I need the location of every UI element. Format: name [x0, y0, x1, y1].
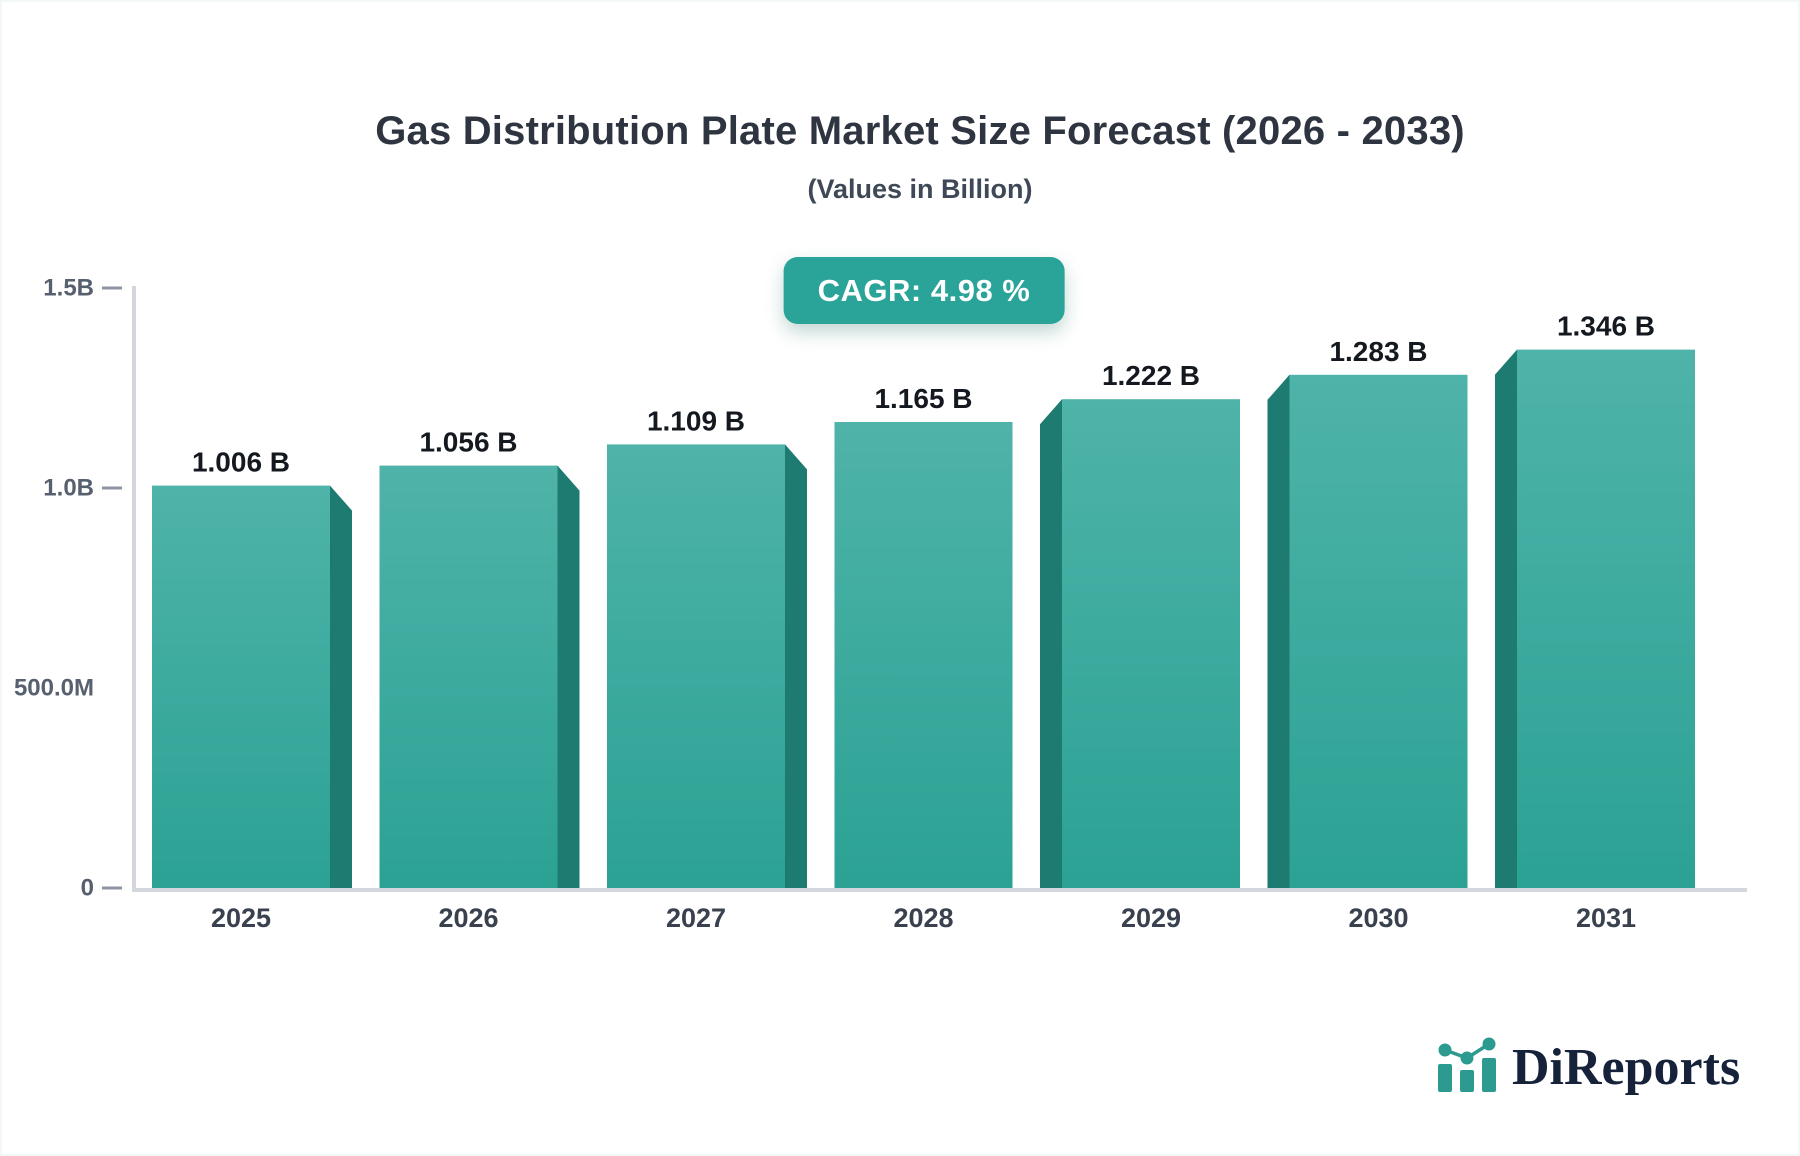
x-axis-line	[132, 888, 1747, 892]
cagr-badge: CAGR: 4.98 %	[783, 257, 1065, 324]
bar-side-2026	[557, 465, 580, 888]
y-axis-tick-label: 1.0B	[43, 475, 94, 502]
y-axis-tick-label: 500.0M	[14, 675, 94, 702]
x-axis-label-2030: 2030	[1348, 903, 1408, 933]
direports-logo-icon	[1438, 1037, 1496, 1092]
x-axis-label-2027: 2027	[666, 903, 726, 933]
y-axis-tick-label: 0	[81, 875, 94, 902]
bar-side-2025	[330, 485, 352, 888]
x-axis-label-2029: 2029	[1121, 903, 1181, 933]
x-axis-label-2031: 2031	[1576, 903, 1636, 933]
bar-value-label-2030: 1.283 B	[1329, 336, 1427, 367]
bar-2029	[1062, 399, 1240, 888]
logo-dot	[1460, 1051, 1474, 1065]
brand-logo: DiReports	[1430, 1036, 1740, 1094]
y-axis-tick-label: 1.5B	[43, 275, 94, 302]
y-tick-dash	[102, 886, 122, 890]
bar-2030	[1289, 374, 1468, 888]
bar-side-2031	[1495, 349, 1517, 889]
bar-2026	[379, 465, 558, 888]
bar-value-label-2025: 1.006 B	[192, 447, 290, 478]
bar-value-label-2027: 1.109 B	[647, 405, 745, 436]
bar-2025	[152, 485, 330, 888]
y-axis-line	[132, 286, 136, 892]
logo-bar	[1482, 1058, 1496, 1092]
bar-side-2030	[1267, 374, 1290, 888]
y-tick-dash	[102, 486, 122, 490]
x-axis-label-2025: 2025	[211, 903, 271, 933]
bar-2027	[607, 444, 785, 888]
logo-bar	[1460, 1070, 1474, 1092]
x-axis-label-2028: 2028	[893, 903, 953, 933]
bar-value-label-2031: 1.346 B	[1557, 311, 1655, 342]
bar-side-2027	[785, 444, 807, 888]
logo-dot	[1438, 1043, 1452, 1057]
bar-value-label-2026: 1.056 B	[419, 427, 517, 458]
chart-subtitle: (Values in Billion)	[807, 174, 1033, 204]
brand-name: DiReports	[1512, 1039, 1741, 1096]
logo-bar	[1438, 1064, 1452, 1092]
bar-side-2029	[1040, 399, 1062, 888]
bar-2028	[834, 422, 1013, 888]
bar-value-label-2028: 1.165 B	[874, 383, 972, 414]
bar-2031	[1517, 349, 1695, 889]
x-axis-label-2026: 2026	[438, 903, 498, 933]
bar-value-label-2029: 1.222 B	[1102, 360, 1200, 391]
y-tick-dash	[102, 286, 122, 290]
logo-dot	[1482, 1037, 1496, 1051]
page-title: Gas Distribution Plate Market Size Forec…	[375, 109, 1465, 153]
